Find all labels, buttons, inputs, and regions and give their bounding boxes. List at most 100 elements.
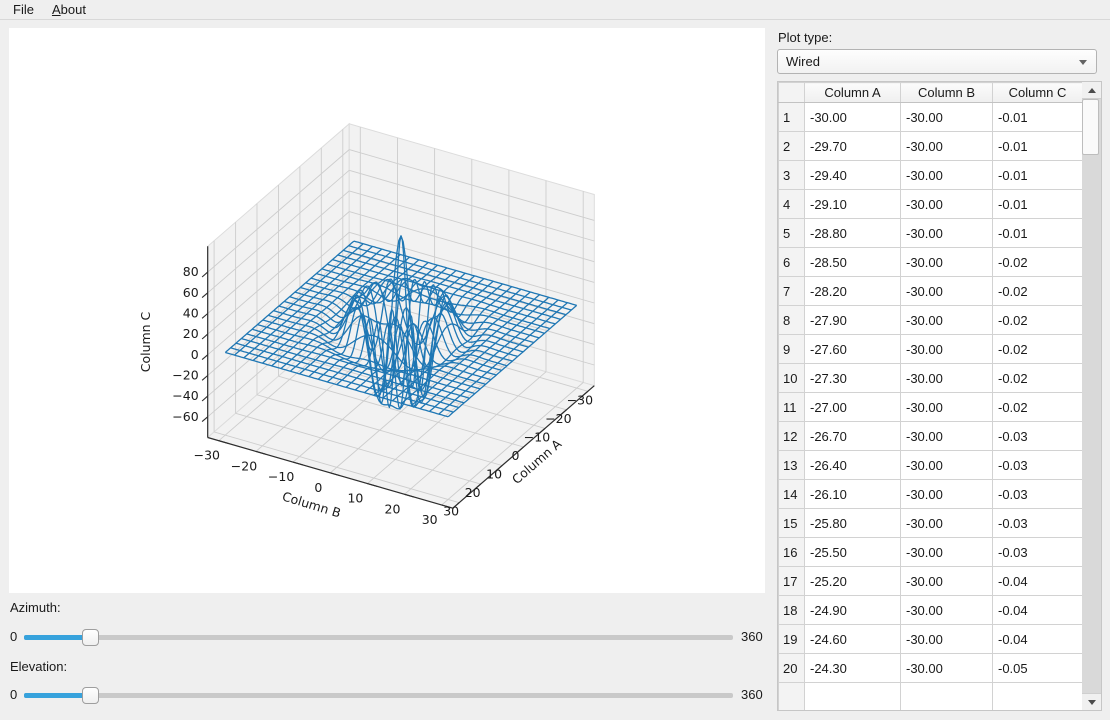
table-cell[interactable]: -0.02 bbox=[992, 247, 1083, 277]
table-cell[interactable]: -0.03 bbox=[992, 479, 1083, 509]
table-cell[interactable]: -25.50 bbox=[804, 537, 901, 567]
scroll-up-button[interactable] bbox=[1082, 82, 1101, 99]
table-cell[interactable]: -0.03 bbox=[992, 421, 1083, 451]
table-cell[interactable]: -0.01 bbox=[992, 131, 1083, 161]
table-cell[interactable]: -27.30 bbox=[804, 363, 901, 393]
table-cell[interactable]: -30.00 bbox=[900, 160, 993, 190]
table-cell[interactable]: -30.00 bbox=[900, 653, 993, 683]
scroll-down-button[interactable] bbox=[1082, 693, 1101, 710]
table-cell[interactable]: -30.00 bbox=[900, 305, 993, 335]
row-header[interactable]: 2 bbox=[778, 131, 805, 161]
row-header[interactable]: 17 bbox=[778, 566, 805, 596]
table-cell[interactable]: -0.05 bbox=[992, 653, 1083, 683]
table-cell[interactable]: -0.01 bbox=[992, 102, 1083, 132]
azimuth-max-label: 360 bbox=[741, 629, 763, 644]
table-cell[interactable]: -30.00 bbox=[900, 566, 993, 596]
row-header[interactable]: 13 bbox=[778, 450, 805, 480]
table-row: 18 -24.90 -30.00 -0.04 bbox=[778, 595, 1083, 625]
table-cell[interactable]: -28.80 bbox=[804, 218, 901, 248]
table-cell[interactable]: -30.00 bbox=[900, 421, 993, 451]
table-cell[interactable]: -0.01 bbox=[992, 160, 1083, 190]
table-cell[interactable]: -30.00 bbox=[900, 334, 993, 364]
column-header-column-b[interactable]: Column B bbox=[900, 82, 993, 103]
table-cell[interactable]: -30.00 bbox=[900, 508, 993, 538]
table-cell[interactable]: -0.03 bbox=[992, 508, 1083, 538]
row-header[interactable]: 7 bbox=[778, 276, 805, 306]
menu-item-file[interactable]: File bbox=[13, 1, 34, 17]
row-header[interactable]: 19 bbox=[778, 624, 805, 654]
x-tick-label: 10 bbox=[486, 467, 502, 482]
table-cell[interactable]: -26.40 bbox=[804, 450, 901, 480]
row-header[interactable]: 14 bbox=[778, 479, 805, 509]
row-header[interactable]: 15 bbox=[778, 508, 805, 538]
row-header[interactable]: 10 bbox=[778, 363, 805, 393]
table-cell[interactable]: -24.60 bbox=[804, 624, 901, 654]
row-header[interactable]: 12 bbox=[778, 421, 805, 451]
table-cell[interactable]: -30.00 bbox=[900, 450, 993, 480]
table-cell[interactable]: -24.90 bbox=[804, 595, 901, 625]
plot-canvas[interactable]: −30 −20 −10 0 10 20 30 −30 −20 −10 0 10 20 30 −60 −40 −2… bbox=[9, 28, 765, 593]
row-header[interactable]: 16 bbox=[778, 537, 805, 567]
table-cell[interactable]: -0.02 bbox=[992, 305, 1083, 335]
scrollbar-thumb[interactable] bbox=[1082, 99, 1099, 155]
table-cell[interactable]: -30.00 bbox=[900, 131, 993, 161]
table-cell[interactable]: -30.00 bbox=[900, 595, 993, 625]
table-cell[interactable]: -0.03 bbox=[992, 450, 1083, 480]
table-cell[interactable]: -30.00 bbox=[900, 479, 993, 509]
table-cell[interactable]: -29.10 bbox=[804, 189, 901, 219]
table-cell[interactable]: -30.00 bbox=[900, 102, 993, 132]
row-header[interactable]: 11 bbox=[778, 392, 805, 422]
table-cell[interactable]: -30.00 bbox=[900, 537, 993, 567]
table-cell[interactable]: -30.00 bbox=[900, 624, 993, 654]
table-cell[interactable]: -25.80 bbox=[804, 508, 901, 538]
table-cell[interactable]: -27.00 bbox=[804, 392, 901, 422]
table-cell[interactable]: -27.60 bbox=[804, 334, 901, 364]
table-cell[interactable]: -28.20 bbox=[804, 276, 901, 306]
table-cell bbox=[992, 682, 1083, 710]
azimuth-slider-handle[interactable] bbox=[81, 629, 99, 646]
table-cell[interactable]: -0.02 bbox=[992, 363, 1083, 393]
row-header[interactable]: 8 bbox=[778, 305, 805, 335]
table-vertical-scrollbar[interactable] bbox=[1082, 82, 1101, 710]
row-header[interactable]: 9 bbox=[778, 334, 805, 364]
table-cell[interactable]: -25.20 bbox=[804, 566, 901, 596]
table-cell[interactable]: -28.50 bbox=[804, 247, 901, 277]
table-cell[interactable]: -30.00 bbox=[900, 392, 993, 422]
elevation-slider[interactable] bbox=[24, 687, 733, 704]
row-header[interactable]: 3 bbox=[778, 160, 805, 190]
table-cell[interactable]: -0.01 bbox=[992, 189, 1083, 219]
table-cell[interactable]: -0.03 bbox=[992, 537, 1083, 567]
column-header-column-a[interactable]: Column A bbox=[804, 82, 901, 103]
table-cell[interactable]: -0.04 bbox=[992, 595, 1083, 625]
table-cell[interactable]: -0.02 bbox=[992, 392, 1083, 422]
table-cell[interactable]: -27.90 bbox=[804, 305, 901, 335]
table-cell[interactable]: -26.70 bbox=[804, 421, 901, 451]
data-table: Column A Column B Column C 1 -30.00 -30.00 -0.… bbox=[778, 82, 1083, 710]
elevation-slider-handle[interactable] bbox=[81, 687, 99, 704]
row-header[interactable]: 6 bbox=[778, 247, 805, 277]
azimuth-slider[interactable] bbox=[24, 629, 733, 646]
row-header[interactable]: 20 bbox=[778, 653, 805, 683]
table-cell[interactable]: -26.10 bbox=[804, 479, 901, 509]
table-cell[interactable]: -0.04 bbox=[992, 624, 1083, 654]
table-cell[interactable]: -24.30 bbox=[804, 653, 901, 683]
table-cell[interactable]: -30.00 bbox=[900, 247, 993, 277]
row-header[interactable]: 1 bbox=[778, 102, 805, 132]
column-header-column-c[interactable]: Column C bbox=[992, 82, 1083, 103]
table-cell[interactable]: -30.00 bbox=[900, 218, 993, 248]
table-cell[interactable]: -0.02 bbox=[992, 334, 1083, 364]
row-header[interactable]: 5 bbox=[778, 218, 805, 248]
table-cell[interactable]: -29.40 bbox=[804, 160, 901, 190]
table-cell[interactable]: -30.00 bbox=[900, 363, 993, 393]
table-cell[interactable]: -0.02 bbox=[992, 276, 1083, 306]
table-cell[interactable]: -30.00 bbox=[900, 189, 993, 219]
plot-type-combobox[interactable]: Wired bbox=[777, 49, 1097, 74]
table-cell[interactable]: -0.04 bbox=[992, 566, 1083, 596]
menu-item-about[interactable]: About bbox=[51, 1, 86, 17]
table-cell[interactable]: -29.70 bbox=[804, 131, 901, 161]
row-header[interactable]: 18 bbox=[778, 595, 805, 625]
table-cell[interactable]: -0.01 bbox=[992, 218, 1083, 248]
table-cell[interactable]: -30.00 bbox=[900, 276, 993, 306]
table-cell[interactable]: -30.00 bbox=[804, 102, 901, 132]
row-header[interactable]: 4 bbox=[778, 189, 805, 219]
